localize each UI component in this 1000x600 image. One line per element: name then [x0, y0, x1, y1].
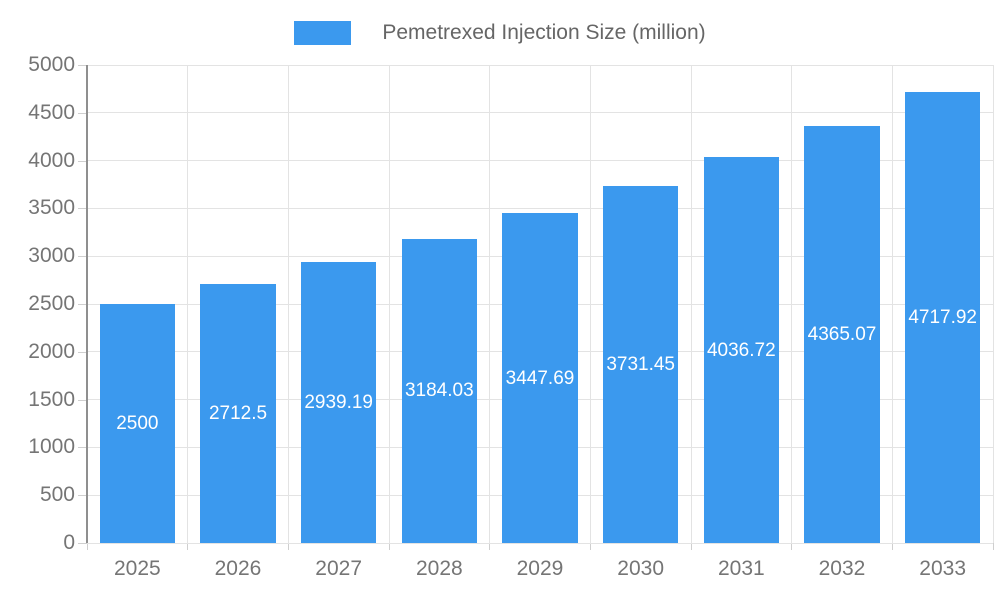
- bar-value-label: 4365.07: [807, 323, 877, 345]
- x-axis-tick: [187, 543, 189, 550]
- bar-value-label: 3184.03: [404, 380, 474, 402]
- y-axis-label: 3000: [28, 244, 75, 268]
- x-axis-tick: [489, 543, 491, 550]
- chart-legend[interactable]: Pemetrexed Injection Size (million): [0, 20, 1000, 46]
- y-axis-tick: [78, 65, 87, 66]
- h-grid-line: [87, 160, 993, 162]
- bar-2031[interactable]: 4036.72: [703, 157, 780, 543]
- x-axis-tick: [589, 543, 591, 550]
- y-axis-label: 4500: [28, 100, 75, 124]
- y-axis-line: [86, 65, 88, 543]
- x-axis-label: 2031: [717, 557, 765, 580]
- x-axis-label: 2027: [315, 557, 363, 580]
- bar-value-label: 3447.69: [505, 367, 575, 389]
- x-axis-tick: [86, 543, 88, 550]
- legend-label: Pemetrexed Injection Size (million): [382, 21, 706, 44]
- v-grid-line: [992, 65, 994, 543]
- x-axis-tick: [791, 543, 793, 550]
- x-axis-label: 2032: [818, 557, 866, 580]
- x-axis-tick: [388, 543, 390, 550]
- x-axis-tick: [891, 543, 893, 550]
- x-axis-tick: [690, 543, 692, 550]
- bar-2029[interactable]: 3447.69: [502, 213, 578, 543]
- h-grid-line: [87, 112, 993, 114]
- y-axis-tick: [78, 208, 87, 210]
- y-axis-label: 500: [39, 483, 75, 507]
- x-axis-label: 2025: [113, 557, 161, 580]
- y-axis-tick: [78, 112, 87, 114]
- y-axis-tick: [78, 304, 87, 305]
- x-axis-label: 2033: [919, 557, 967, 580]
- x-axis-tick: [992, 543, 994, 550]
- y-axis-tick: [78, 543, 87, 544]
- bar-value-label: 4036.72: [706, 339, 776, 361]
- bar-value-label: 2712.5: [208, 402, 268, 424]
- y-axis-tick: [78, 256, 87, 258]
- y-axis-label: 5000: [28, 53, 75, 76]
- x-axis-label: 2029: [516, 557, 564, 580]
- bar-2030[interactable]: 3731.45: [602, 186, 679, 543]
- y-axis-label: 0: [63, 531, 75, 554]
- y-axis-label: 3500: [28, 196, 75, 220]
- x-axis-tick: [287, 543, 289, 550]
- y-axis-label: 2000: [28, 339, 75, 363]
- h-grid-line: [87, 542, 993, 544]
- y-axis-label: 1500: [28, 387, 75, 411]
- x-axis-label: 2026: [214, 557, 262, 580]
- bar-2027[interactable]: 2939.19: [300, 262, 377, 543]
- bar-value-label: 2939.19: [304, 392, 373, 413]
- x-axis-label: 2030: [617, 557, 665, 580]
- bar-2032[interactable]: 4365.07: [804, 125, 880, 543]
- plot-area: 2500 2712.5 2939.19 3184.03 3447.69 3731.45 40…: [86, 65, 994, 544]
- h-grid-line: [87, 207, 993, 209]
- bar-2033[interactable]: 4717.92: [904, 91, 981, 543]
- y-axis-label: 1000: [28, 435, 75, 459]
- bar-value-label: 3731.45: [606, 354, 675, 376]
- bar-2026[interactable]: 2712.5: [200, 283, 276, 543]
- y-axis-label: 4000: [28, 148, 75, 172]
- y-axis-label: 2500: [28, 292, 75, 315]
- legend-swatch: [294, 21, 352, 45]
- y-axis-tick: [78, 399, 87, 401]
- bar-2025[interactable]: 2500: [99, 304, 176, 543]
- h-grid-line: [87, 65, 993, 66]
- x-axis-label: 2028: [415, 557, 463, 580]
- y-axis-tick: [78, 160, 87, 162]
- y-axis-tick: [78, 447, 87, 449]
- y-axis-tick: [78, 495, 87, 497]
- y-axis-tick: [78, 351, 87, 353]
- bar-2028[interactable]: 3184.03: [401, 238, 478, 543]
- bar-value-label: 4717.92: [908, 306, 977, 328]
- bar-value-label: 2500: [116, 413, 159, 434]
